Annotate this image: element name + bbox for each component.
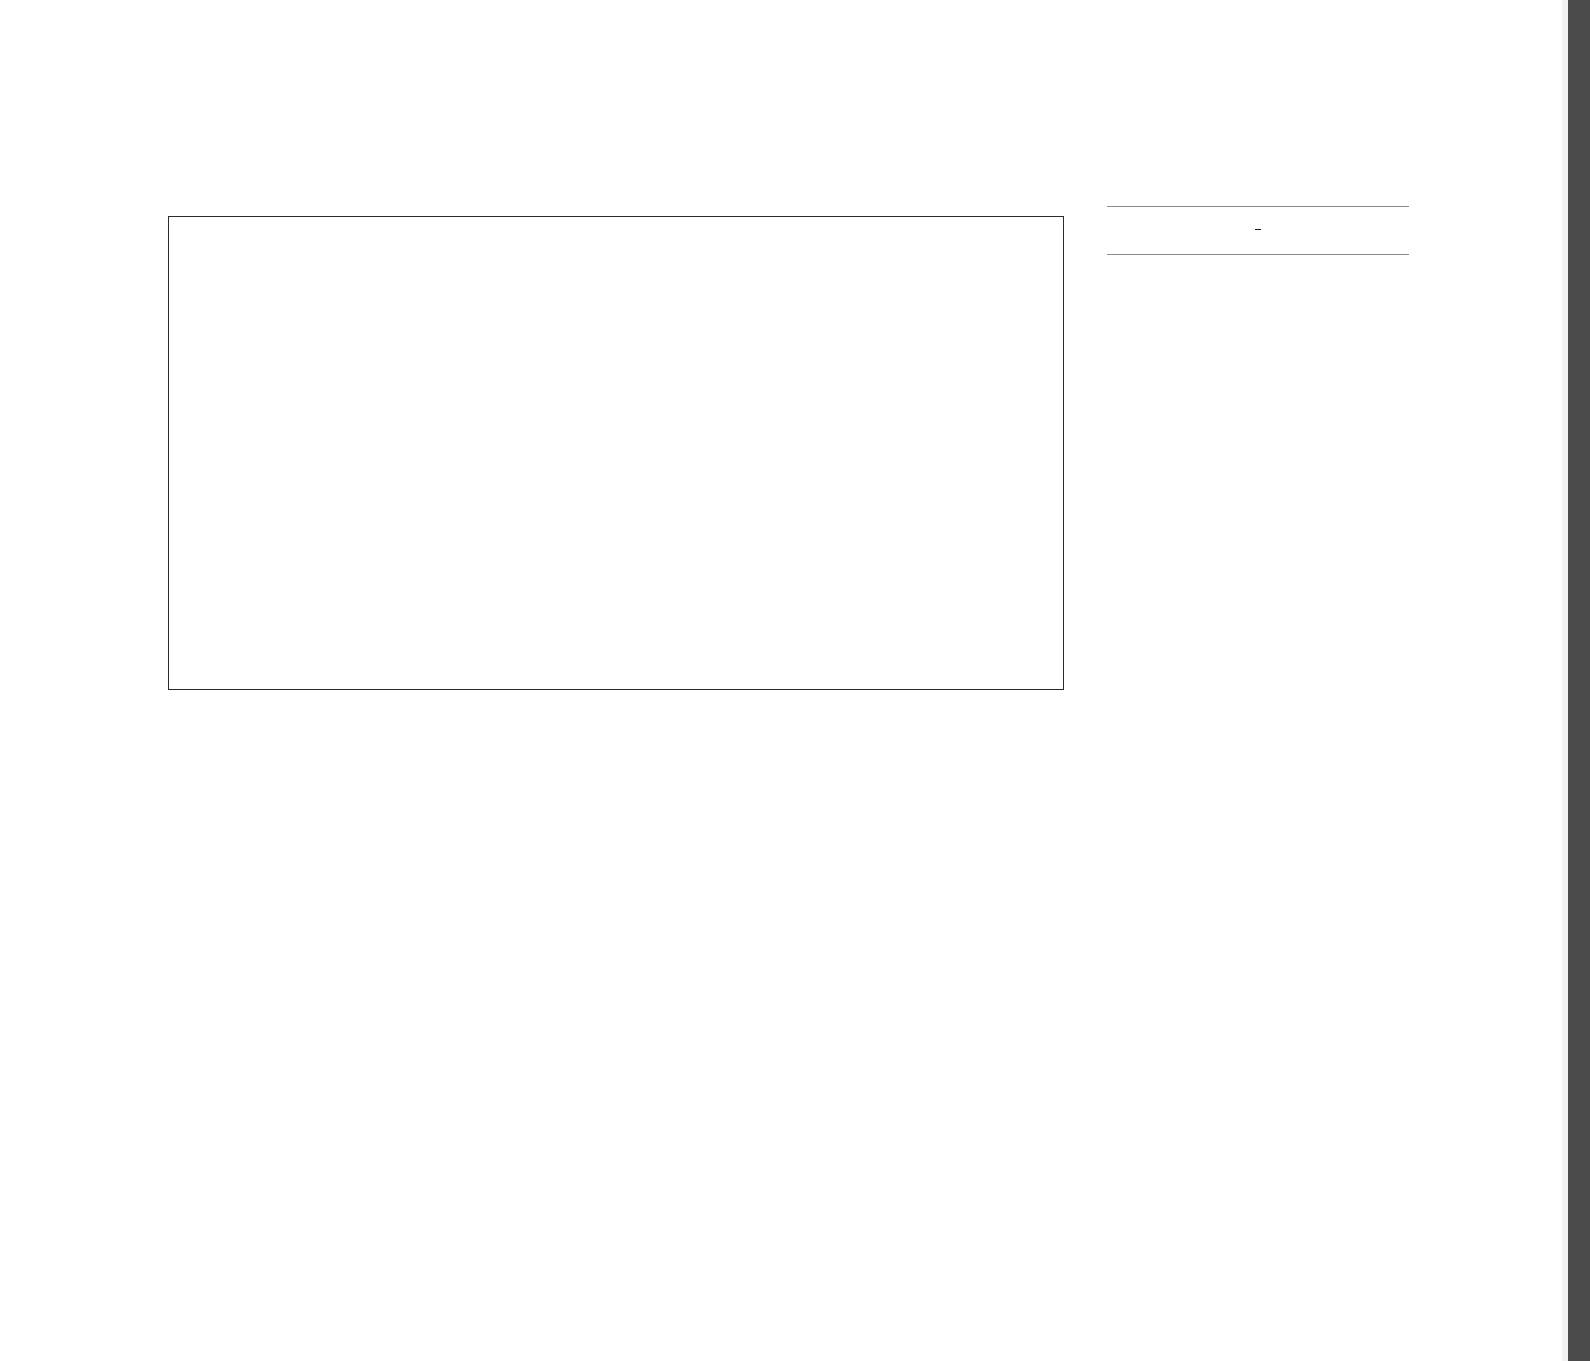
pm-fraction [1255,229,1261,231]
probability-paper-grid [168,216,1064,690]
page-edge-gap [1562,0,1568,1361]
degrees-of-freedom-label [345,880,453,901]
probability-plot-svg [169,217,1062,688]
chi-square-table-block [345,855,1145,897]
measurement-table-head [1107,206,1409,255]
top-axis-tick-labels [168,198,1064,214]
measurement-data-table [1107,206,1409,255]
chi-square-header-labels [345,858,1145,888]
measurement-table [1107,206,1409,255]
col-header-pm [1107,206,1409,255]
bottom-axis-tick-labels [168,692,1064,708]
measurement-header-row [1107,206,1409,255]
probability-paper-figure [143,198,1073,710]
page-right-edge [1568,0,1590,1361]
pm-numerator [1255,229,1261,231]
